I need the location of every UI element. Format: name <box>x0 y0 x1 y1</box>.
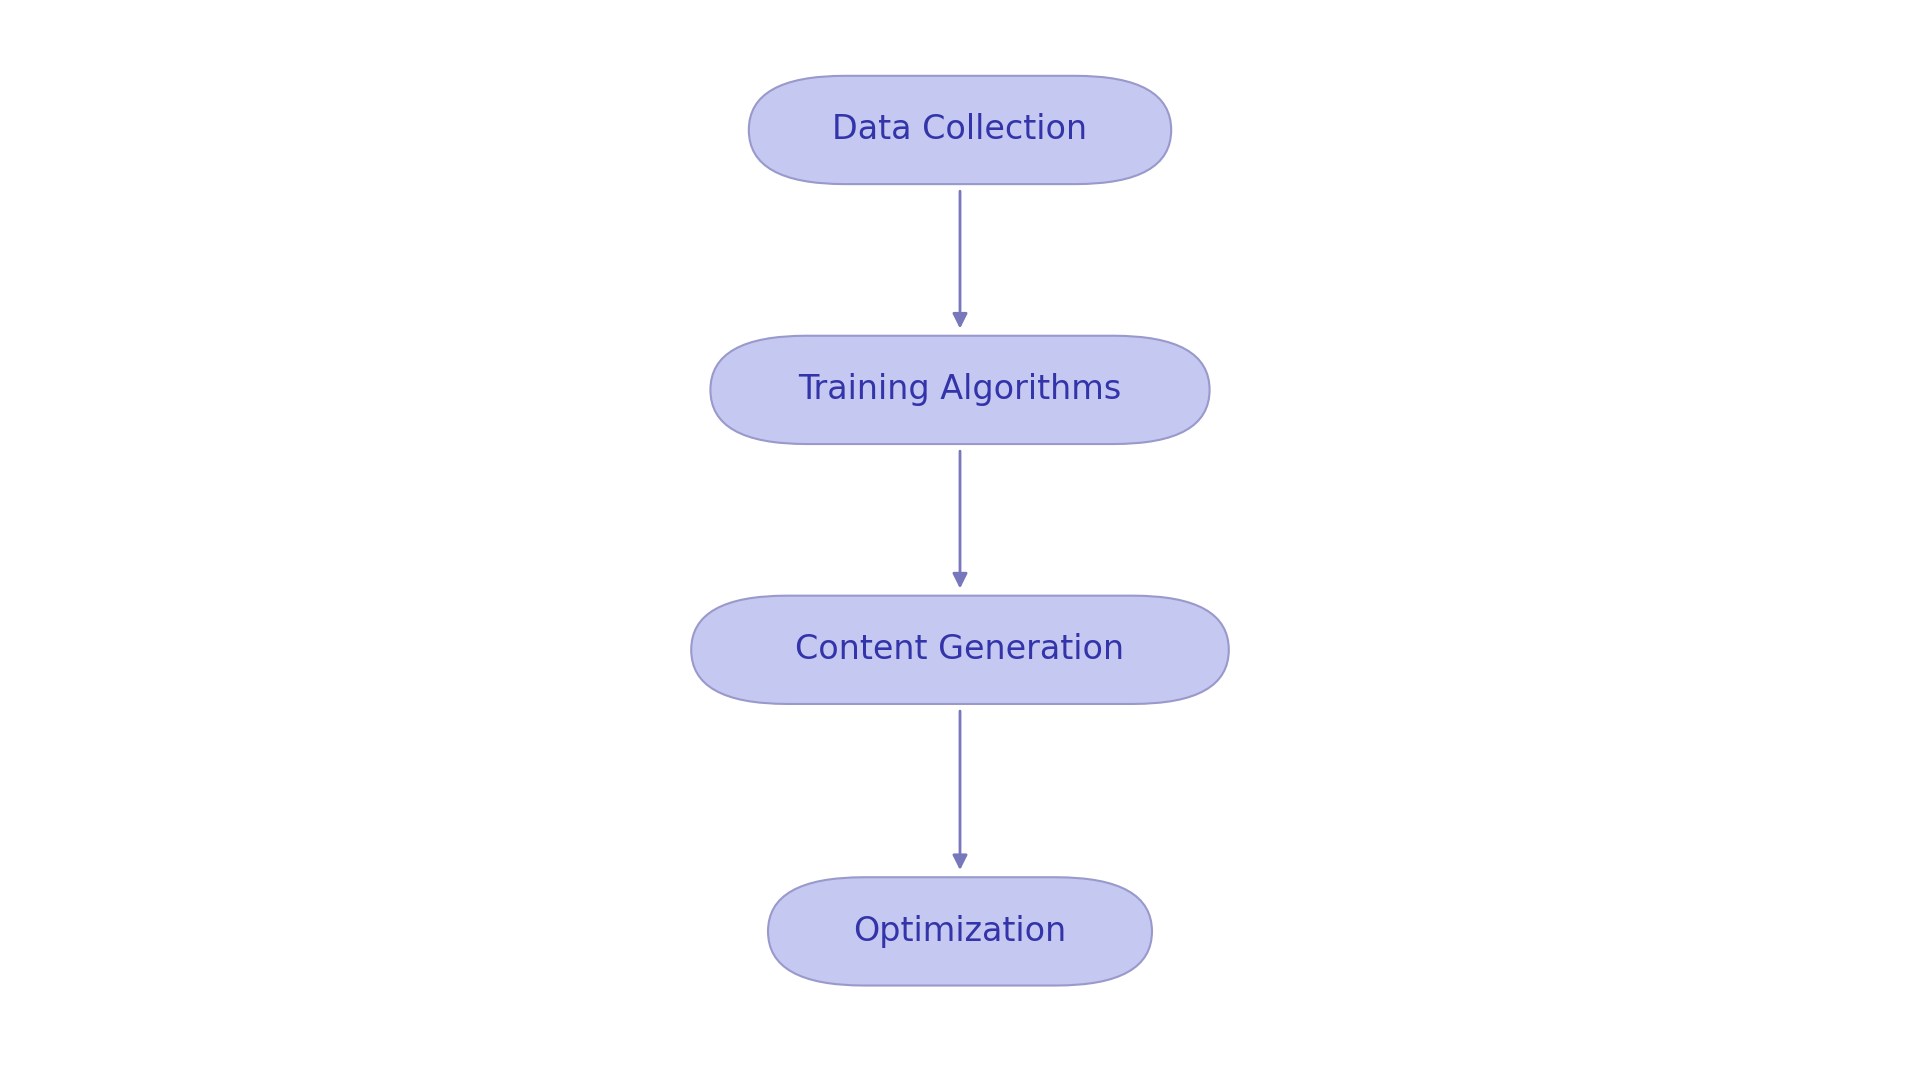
Text: Training Algorithms: Training Algorithms <box>799 374 1121 406</box>
FancyBboxPatch shape <box>768 877 1152 986</box>
Text: Content Generation: Content Generation <box>795 634 1125 666</box>
Text: Data Collection: Data Collection <box>833 114 1087 146</box>
FancyBboxPatch shape <box>710 336 1210 444</box>
FancyBboxPatch shape <box>749 76 1171 184</box>
FancyBboxPatch shape <box>691 596 1229 704</box>
Text: Optimization: Optimization <box>852 915 1068 948</box>
